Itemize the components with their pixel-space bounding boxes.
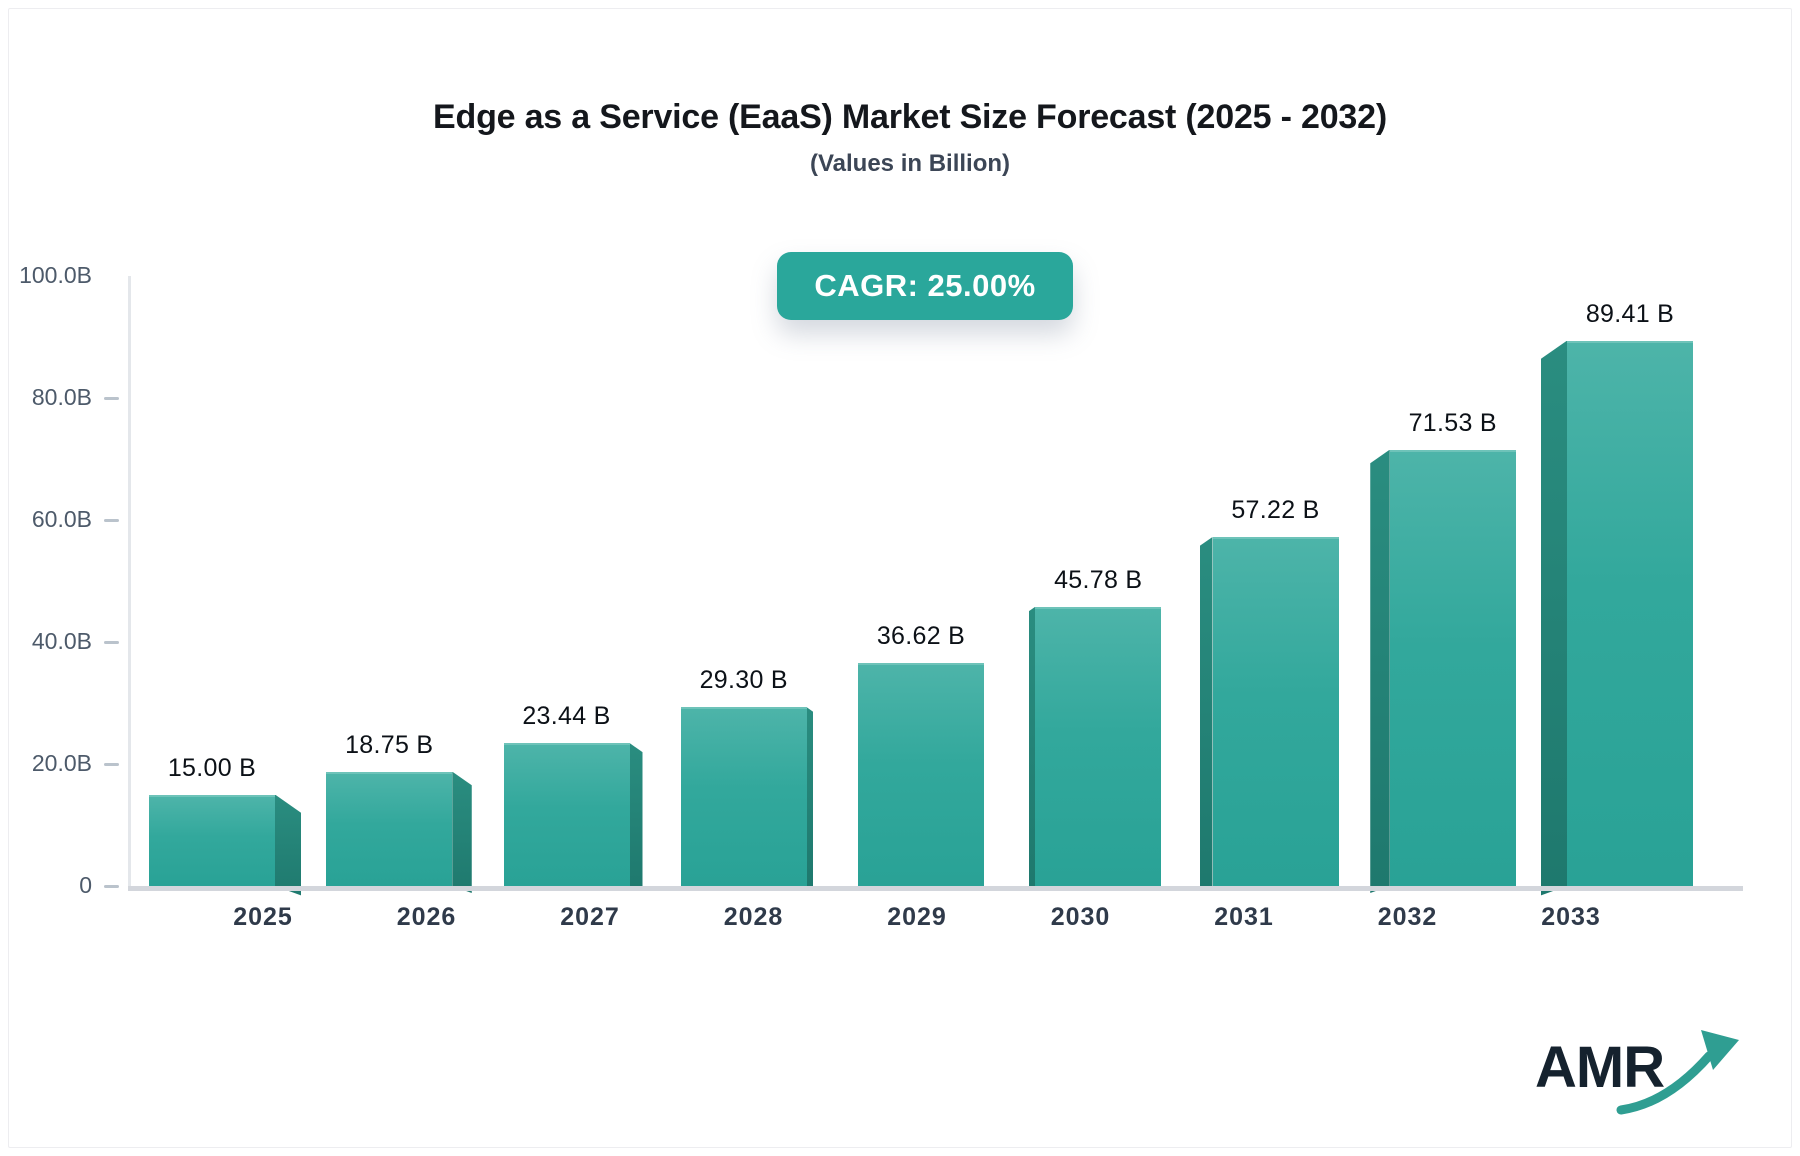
bar-value-label: 29.30 B [699,666,788,695]
x-axis-label: 2030 [1050,903,1111,931]
x-axis-label: 2028 [723,903,784,931]
bar-2028[interactable] [680,707,807,886]
bar-side-face [1370,449,1390,893]
bar-value-label: 57.22 B [1231,495,1320,524]
bar-2029[interactable] [858,662,984,886]
bar-value-label: 89.41 B [1585,299,1675,328]
y-axis-tick [104,763,119,766]
y-axis-tick [104,397,119,400]
bar-value-label: 36.62 B [876,621,966,650]
x-axis-label: 2031 [1214,903,1274,931]
bar-value-label: 23.44 B [522,702,611,731]
y-axis-label: 40.0B [31,628,92,654]
bar-side-face [1541,340,1567,895]
y-axis-tick [104,641,119,644]
bar-side-face [1028,606,1035,889]
x-axis-label: 2033 [1541,903,1601,931]
bar-2030[interactable] [1035,606,1162,886]
bar-2032[interactable] [1389,449,1516,886]
cagr-badge-label: CAGR: 25.00% [814,268,1036,303]
trending-up-arrow-icon [1616,1030,1739,1115]
y-axis-label: 60.0B [31,506,92,532]
bar-2026[interactable] [326,771,453,886]
bar-2025[interactable] [149,794,275,886]
bar-side-face [629,743,643,891]
x-axis-baseline [128,886,1743,891]
x-axis-label: 2029 [887,903,947,931]
amr-logo-text: AMR [1535,1035,1665,1100]
bar-side-face [806,707,813,889]
bar-side-face [452,771,472,894]
y-axis-label: 80.0B [31,384,92,410]
bar-value-label: 18.75 B [345,730,434,759]
bar-value-label: 15.00 B [167,753,257,782]
chart-subtitle: (Values in Billion) [809,150,1011,177]
y-axis-tick [104,885,119,888]
bar-value-label: 45.78 B [1054,565,1143,594]
cagr-badge: CAGR: 25.00% [777,252,1073,320]
bar-value-label: 71.53 B [1408,408,1497,437]
y-axis-label: 100.0B [19,262,92,288]
x-axis-label: 2032 [1377,903,1438,931]
y-axis-line [128,276,131,891]
bar-2031[interactable] [1212,536,1339,886]
y-axis-label: 0 [79,872,92,898]
page-border-frame [8,8,1792,1148]
x-axis-label: 2026 [396,903,457,931]
bar-side-face [275,794,301,896]
y-axis-label: 20.0B [31,750,92,776]
x-axis-label: 2027 [560,903,620,931]
chart-title: Edge as a Service (EaaS) Market Size For… [433,98,1387,136]
bar-side-face [1199,536,1213,891]
bar-2033[interactable] [1567,340,1693,886]
y-axis-tick [104,519,119,522]
amr-logo: AMR [1530,1030,1739,1120]
bar-2027[interactable] [503,743,630,886]
x-axis-label: 2025 [233,903,293,931]
